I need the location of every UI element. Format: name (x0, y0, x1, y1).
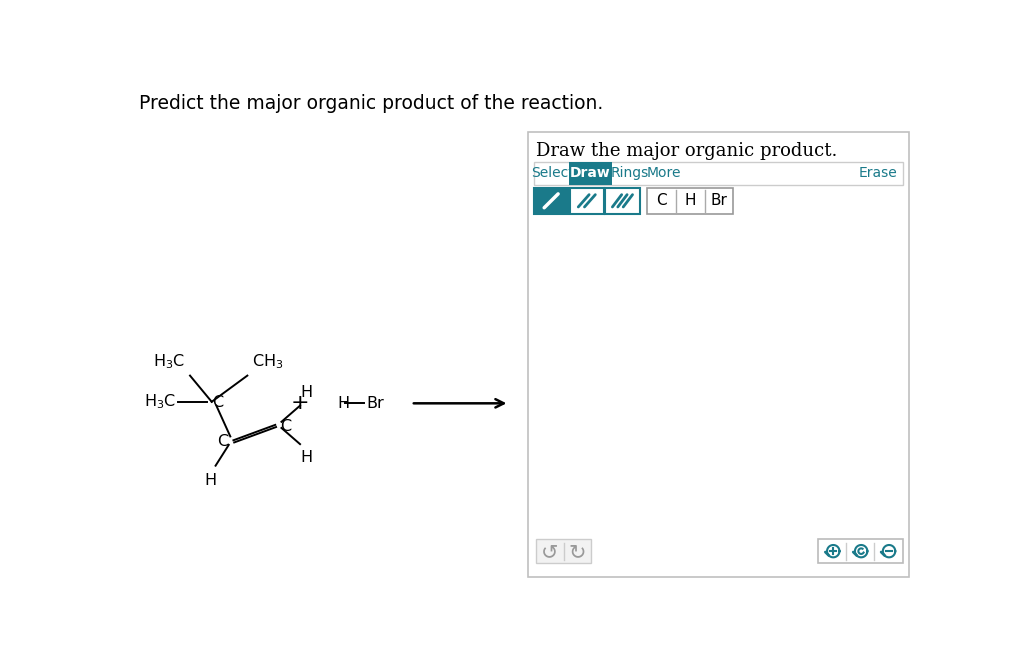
Text: H: H (204, 473, 216, 488)
Text: Rings: Rings (611, 166, 649, 180)
Text: Erase: Erase (859, 166, 898, 180)
Text: More: More (646, 166, 681, 180)
Text: Draw the major organic product.: Draw the major organic product. (536, 141, 837, 160)
Text: H$_3$C: H$_3$C (154, 352, 185, 371)
FancyBboxPatch shape (535, 188, 568, 214)
Text: H: H (300, 385, 312, 400)
Text: C: C (656, 193, 667, 208)
Text: Draw: Draw (570, 166, 610, 180)
Text: H$_3$C: H$_3$C (144, 392, 176, 411)
FancyBboxPatch shape (647, 188, 732, 214)
Text: C: C (212, 395, 223, 410)
Text: Predict the major organic product of the reaction.: Predict the major organic product of the… (139, 94, 603, 113)
Text: H: H (684, 193, 695, 208)
FancyBboxPatch shape (535, 162, 903, 184)
FancyBboxPatch shape (528, 133, 909, 577)
FancyBboxPatch shape (569, 188, 604, 214)
FancyBboxPatch shape (818, 539, 903, 563)
Text: ↻: ↻ (568, 542, 587, 562)
Text: H: H (337, 396, 349, 411)
Text: CH$_3$: CH$_3$ (252, 352, 284, 371)
Text: H: H (300, 450, 312, 464)
Text: +: + (291, 394, 309, 414)
FancyBboxPatch shape (536, 539, 592, 563)
FancyBboxPatch shape (569, 162, 611, 184)
Text: Br: Br (367, 396, 384, 411)
Text: ↺: ↺ (541, 542, 558, 562)
Text: Br: Br (710, 193, 727, 208)
Text: Select: Select (531, 166, 574, 180)
FancyBboxPatch shape (605, 188, 640, 214)
Text: C: C (280, 419, 291, 434)
Text: C: C (218, 434, 228, 450)
